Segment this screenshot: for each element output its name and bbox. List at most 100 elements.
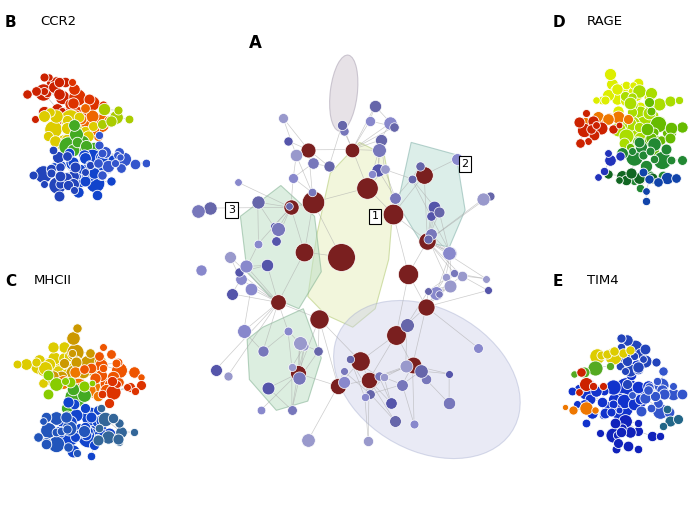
- Point: [634, 87, 645, 96]
- Point: [618, 396, 629, 405]
- PathPatch shape: [398, 142, 465, 247]
- Point: [11, 360, 22, 369]
- Point: [612, 113, 624, 122]
- Point: [444, 400, 455, 408]
- Point: [607, 431, 618, 439]
- Point: [74, 135, 85, 144]
- Point: [573, 387, 584, 396]
- Point: [337, 120, 348, 129]
- Point: [589, 405, 601, 414]
- Point: [621, 380, 632, 388]
- Point: [634, 348, 645, 356]
- Point: [68, 385, 79, 393]
- Point: [118, 155, 130, 163]
- Point: [637, 168, 648, 176]
- Point: [629, 89, 641, 97]
- Text: 1: 1: [372, 211, 379, 222]
- Point: [30, 358, 41, 366]
- Point: [96, 371, 107, 379]
- Point: [113, 148, 125, 156]
- Point: [113, 366, 125, 375]
- Point: [631, 138, 643, 146]
- Point: [647, 174, 658, 182]
- Point: [78, 368, 89, 376]
- Point: [583, 380, 594, 388]
- Point: [111, 113, 122, 122]
- Point: [104, 380, 115, 388]
- Point: [80, 430, 91, 439]
- Point: [62, 136, 73, 144]
- Point: [636, 406, 647, 415]
- Text: D: D: [552, 15, 565, 30]
- Point: [283, 137, 294, 145]
- Point: [622, 356, 633, 365]
- Point: [626, 169, 638, 177]
- Point: [80, 423, 91, 432]
- Point: [644, 174, 655, 183]
- Point: [645, 133, 657, 142]
- Point: [79, 103, 90, 112]
- Point: [613, 121, 624, 129]
- Point: [624, 346, 635, 354]
- Point: [245, 285, 256, 293]
- Point: [252, 198, 263, 206]
- Point: [94, 163, 105, 171]
- Point: [617, 424, 628, 433]
- Point: [614, 152, 625, 161]
- Point: [596, 96, 608, 104]
- Point: [423, 234, 434, 243]
- Point: [355, 357, 366, 365]
- Point: [87, 112, 98, 121]
- Point: [372, 166, 384, 174]
- Point: [96, 149, 107, 158]
- Point: [620, 366, 631, 375]
- Point: [589, 363, 601, 372]
- Point: [282, 327, 293, 335]
- Point: [50, 78, 62, 86]
- Point: [272, 298, 284, 307]
- Point: [303, 145, 314, 154]
- Point: [256, 406, 267, 414]
- Point: [608, 352, 619, 360]
- Point: [55, 172, 66, 180]
- Point: [42, 132, 53, 141]
- PathPatch shape: [308, 142, 393, 327]
- Point: [88, 121, 99, 130]
- Point: [629, 342, 641, 351]
- Point: [452, 155, 463, 163]
- Point: [645, 146, 656, 155]
- Point: [62, 173, 74, 182]
- Point: [599, 96, 610, 104]
- Point: [575, 368, 587, 376]
- Point: [112, 380, 123, 388]
- Point: [80, 141, 91, 150]
- Point: [66, 349, 77, 357]
- Point: [114, 153, 125, 161]
- Point: [634, 395, 645, 403]
- Point: [195, 265, 206, 274]
- Point: [67, 146, 78, 154]
- Point: [662, 174, 673, 182]
- Point: [656, 381, 667, 389]
- Point: [71, 111, 83, 119]
- Point: [612, 404, 623, 413]
- Point: [615, 343, 626, 351]
- Point: [621, 336, 632, 344]
- Point: [106, 350, 117, 359]
- Point: [307, 159, 318, 167]
- Point: [130, 160, 141, 168]
- Point: [624, 366, 636, 374]
- Point: [595, 428, 606, 437]
- Point: [375, 136, 386, 144]
- Point: [473, 343, 484, 352]
- Point: [581, 404, 592, 413]
- Point: [70, 126, 81, 134]
- Point: [406, 175, 417, 183]
- Point: [433, 290, 444, 298]
- Point: [51, 104, 62, 113]
- Point: [53, 90, 64, 99]
- Point: [604, 362, 615, 370]
- Point: [602, 149, 613, 158]
- Text: CCR2: CCR2: [41, 15, 77, 28]
- Point: [103, 165, 114, 174]
